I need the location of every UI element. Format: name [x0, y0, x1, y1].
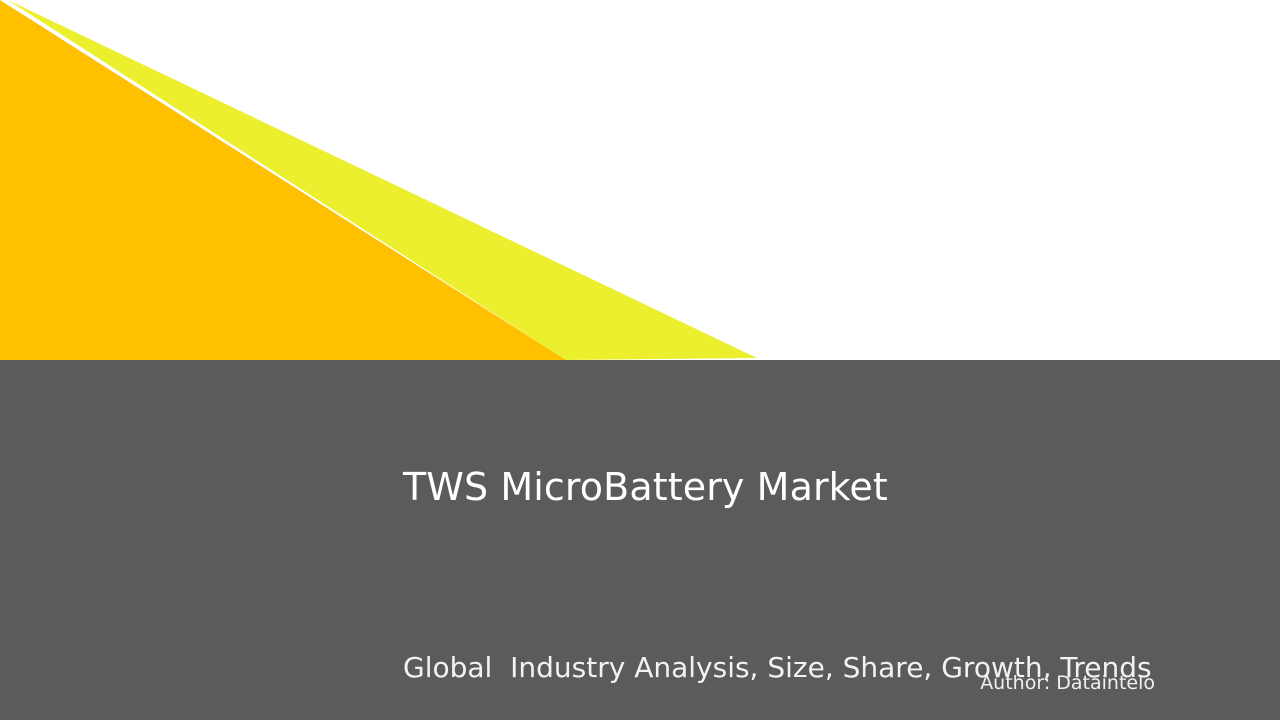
subtitle-line-1: Global Industry Analysis, Size, Share, G… [403, 651, 1152, 684]
cover-text-block: TWS MicroBattery Market Global Industry … [0, 360, 1280, 720]
page-title: TWS MicroBattery Market [403, 465, 888, 509]
lime-diagonal-band-shape [8, 0, 757, 360]
page-subtitle: Global Industry Analysis, Size, Share, G… [403, 538, 1223, 720]
author-credit: Author: Dataintelo [980, 672, 1155, 694]
grey-lower-band-shape [0, 360, 1280, 720]
